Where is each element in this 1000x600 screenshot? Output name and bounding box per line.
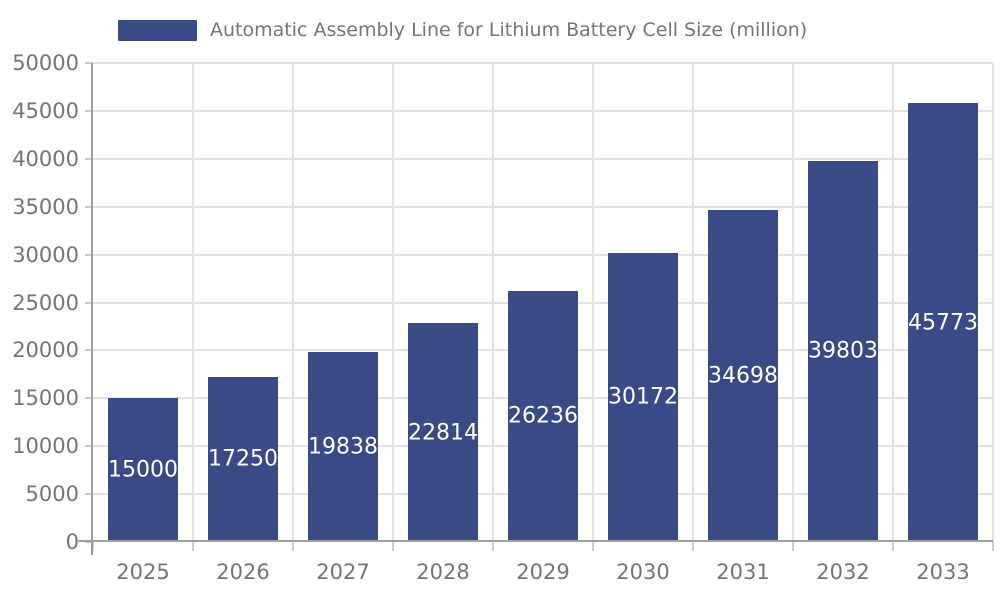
y-axis-label: 50000 [12, 51, 79, 75]
bar[interactable] [408, 323, 478, 542]
bar[interactable] [108, 398, 178, 542]
bar-value-label: 39803 [808, 338, 878, 364]
bar-value-label: 26236 [508, 403, 578, 429]
y-axis-label: 5000 [25, 482, 79, 507]
y-axis-label: 35000 [12, 194, 79, 219]
plot-area: 0 5000 10000 15000 20000 25000 30000 35000 40000… [12, 51, 994, 584]
v-gridline [492, 63, 494, 542]
bar-value-label: 22814 [408, 420, 478, 446]
legend-swatch [118, 19, 197, 41]
h-gridline [93, 109, 993, 112]
bar-value-label: 17250 [208, 446, 278, 472]
bar[interactable] [708, 209, 778, 542]
y-tick [85, 109, 93, 112]
y-tick [85, 397, 93, 400]
bar[interactable] [308, 351, 378, 542]
h-gridline [93, 157, 993, 160]
y-axis-label: 0 [65, 530, 79, 554]
v-gridline [692, 63, 694, 542]
y-tick [85, 205, 93, 208]
x-tick [492, 542, 494, 551]
legend[interactable]: Automatic Assembly Line for Lithium Batt… [118, 19, 807, 41]
y-axis-label: 40000 [12, 146, 79, 171]
v-gridline [992, 63, 994, 542]
bar[interactable] [608, 252, 678, 542]
y-tick [85, 445, 93, 448]
y-axis-line [91, 63, 93, 555]
y-axis-label: 45000 [12, 98, 79, 123]
y-tick [85, 157, 93, 160]
bar[interactable] [508, 290, 578, 542]
x-axis-label: 2029 [516, 560, 570, 584]
x-axis-label: 2031 [716, 560, 770, 584]
x-tick [392, 542, 394, 551]
bar-value-label: 45773 [908, 310, 978, 336]
bar[interactable] [208, 376, 278, 542]
bar[interactable] [908, 103, 978, 542]
x-tick [192, 542, 194, 551]
x-axis-label: 2033 [916, 560, 970, 584]
x-tick [592, 542, 594, 551]
bar-value-label: 19838 [308, 434, 378, 460]
y-axis-label: 25000 [12, 290, 79, 315]
bar-value-label: 15000 [108, 457, 178, 483]
bar[interactable] [808, 160, 878, 542]
v-gridline [892, 63, 894, 542]
x-tick [892, 542, 894, 551]
x-axis-line [78, 540, 993, 542]
h-gridline [93, 62, 993, 64]
x-axis-label: 2030 [616, 560, 670, 584]
v-gridline [392, 63, 394, 542]
h-gridline [93, 253, 993, 256]
v-gridline [792, 63, 794, 542]
y-tick [85, 493, 93, 496]
y-axis-label: 10000 [12, 434, 79, 459]
bar-value-label: 34698 [708, 363, 778, 389]
x-tick [292, 542, 294, 551]
y-tick [85, 301, 93, 304]
h-gridline [93, 205, 993, 208]
x-tick [92, 542, 94, 551]
x-axis-label: 2025 [116, 560, 170, 584]
y-axis-label: 30000 [12, 242, 79, 267]
x-tick [792, 542, 794, 551]
x-tick [992, 542, 994, 551]
y-axis-label: 15000 [12, 386, 79, 411]
chart-title: Automatic Assembly Line for Lithium Batt… [210, 19, 808, 41]
y-tick [85, 253, 93, 256]
y-tick [85, 541, 93, 543]
v-gridline [192, 63, 194, 542]
y-tick [85, 349, 93, 352]
x-axis-label: 2028 [416, 560, 470, 584]
y-axis-label: 20000 [12, 338, 79, 363]
v-gridline [292, 63, 294, 542]
x-axis-label: 2032 [816, 560, 870, 584]
v-gridline [592, 63, 594, 542]
x-axis-label: 2026 [216, 560, 270, 584]
x-axis-label: 2027 [316, 560, 370, 584]
x-tick [692, 542, 694, 551]
bar-value-label: 30172 [608, 384, 678, 410]
y-tick [85, 62, 93, 64]
